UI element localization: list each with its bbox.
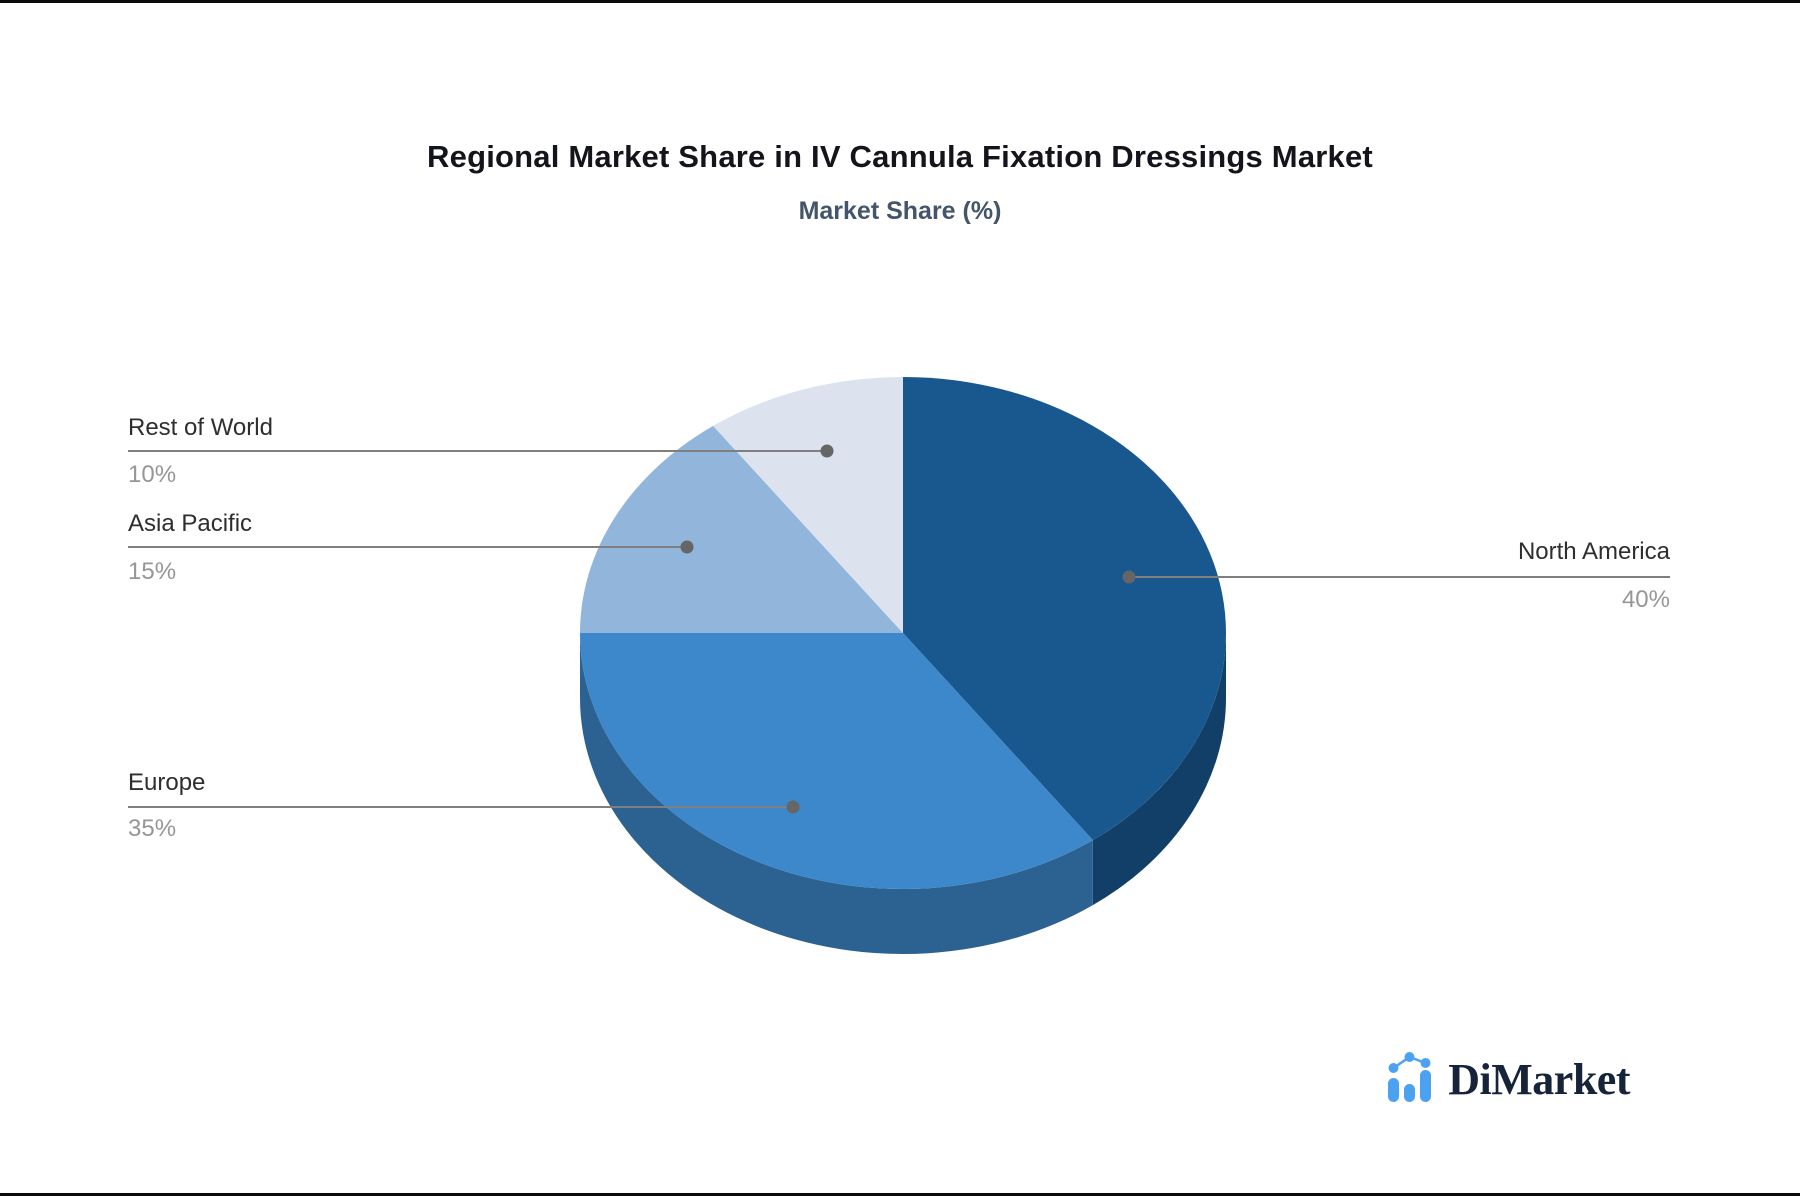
slice-value-rest-of-world: 10% [128, 461, 177, 488]
leader-dot-rest-of-world [820, 444, 834, 458]
logo-bar [1420, 1070, 1432, 1102]
brand-logo: DiMarket [1386, 1052, 1630, 1106]
pie-slice-north-america[interactable] [903, 377, 1226, 841]
slice-value-north-america: 40% [1621, 586, 1670, 613]
pie-slice-side-europe [580, 633, 1093, 954]
pie-slice-asia-pacific[interactable] [580, 425, 903, 633]
slice-label-rest-of-world: Rest of World [128, 414, 273, 441]
brand-name: DiMarket [1448, 1054, 1630, 1104]
window-border-bottom [0, 1193, 1800, 1196]
bar-line-chart-icon [1388, 1052, 1432, 1102]
logo-bar [1388, 1078, 1400, 1102]
leader-dot-asia-pacific [680, 540, 694, 554]
leader-dot-north-america [1122, 570, 1136, 584]
slice-value-europe: 35% [128, 815, 177, 842]
pie-slice-europe[interactable] [580, 633, 1093, 889]
logo-bar [1404, 1084, 1416, 1102]
logo-dot [1388, 1063, 1399, 1073]
chart-subtitle: Market Share (%) [798, 197, 1002, 225]
window-border-top [0, 0, 1800, 3]
logo-dot [1404, 1052, 1415, 1062]
pie-slice-rest-of-world[interactable] [713, 377, 903, 633]
slice-label-north-america: North America [1517, 538, 1670, 565]
slice-label-europe: Europe [128, 769, 206, 796]
slice-label-asia-pacific: Asia Pacific [128, 510, 253, 537]
logo-dot [1420, 1058, 1431, 1068]
chart-title: Regional Market Share in IV Cannula Fixa… [427, 139, 1373, 174]
slice-value-asia-pacific: 15% [128, 558, 177, 585]
leader-dot-europe [786, 800, 800, 814]
pie-slice-side-north-america [1092, 633, 1226, 906]
